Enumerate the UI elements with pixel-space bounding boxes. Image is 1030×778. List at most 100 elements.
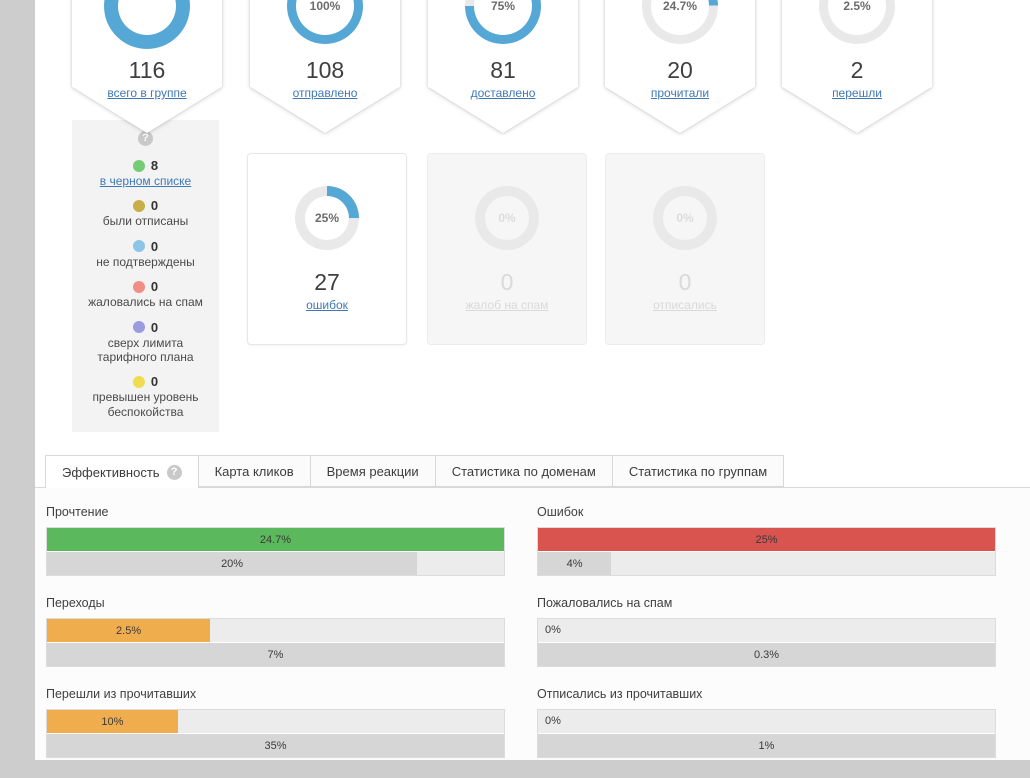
metric-title: Ошибок — [537, 505, 584, 519]
bar-value: 10% — [101, 715, 124, 728]
metric-clicks: Переходы 2.5% 7% — [46, 596, 505, 667]
spam-link: жалоб на спам — [465, 298, 549, 313]
legend-item-unsubscribed: 0 были отписаны — [78, 198, 213, 228]
metric-title: Пожаловались на спам — [537, 596, 673, 610]
tab-label: Эффективность — [62, 464, 160, 480]
bar-value: 24.7% — [259, 533, 292, 546]
group-breakdown-panel: ? 8 в черном списке 0 были отписаны 0 не… — [72, 120, 219, 432]
clicks-average-bar: 7% — [47, 642, 504, 666]
blacklist-link[interactable]: в черном списке — [99, 174, 192, 188]
metrics-left-column: Прочтение 24.7% 20% Переходы 2.5% 7% Пер… — [46, 505, 505, 778]
legend-label: жаловались на спам — [88, 295, 203, 310]
read-donut-percent: 24.7% — [662, 0, 698, 13]
errors-card: 25% 27 ошибок — [247, 153, 407, 345]
bar-value: 4% — [566, 557, 583, 570]
spam-value-bar: 0% — [538, 619, 995, 642]
metric-title: Перешли из прочитавших — [46, 687, 197, 701]
bar-value: 0% — [545, 715, 561, 727]
help-icon[interactable]: ? — [166, 464, 182, 480]
delivered-link[interactable]: доставлено — [470, 86, 536, 101]
bar-value: 20% — [221, 557, 244, 570]
bar-value: 0% — [545, 624, 561, 636]
legend-label: были отписаны — [102, 214, 189, 229]
unsubscribed-value: 0 — [678, 269, 692, 295]
read-value: 20 — [667, 57, 693, 83]
legend-item-over-limit: 0 сверх лимита тарифного плана — [78, 320, 213, 365]
tab-domain-stats[interactable]: Статистика по доменам — [434, 455, 613, 487]
errors-value: 27 — [314, 269, 340, 295]
summary-card-delivered: 75% 81 доставлено — [428, 0, 578, 133]
legend-label: превышен уровень беспокойства — [92, 390, 199, 419]
tab-label: Карта кликов — [214, 463, 294, 479]
help-icon[interactable]: ? — [138, 130, 153, 146]
metric-spam-complaints: Пожаловались на спам 0% 0.3% — [537, 596, 996, 667]
unsubscribed-link: отписались — [653, 298, 717, 313]
bar-value: 1% — [758, 739, 775, 752]
total-donut-chart — [104, 0, 190, 49]
clicks-value-bar: 2.5% — [47, 619, 504, 642]
spam-complaints-card: 0% 0 жалоб на спам — [427, 153, 587, 345]
delivered-donut-chart: 75% — [465, 0, 541, 44]
tab-label: Статистика по группам — [628, 463, 768, 479]
clicked-donut-chart: 2.5% — [819, 0, 895, 44]
anxiety-dot-icon — [132, 375, 145, 388]
tab-reaction-time[interactable]: Время реакции — [309, 455, 436, 487]
metric-title: Переходы — [46, 596, 105, 610]
unsubscribed-value-bar: 0% — [538, 710, 995, 733]
read-donut-chart: 24.7% — [642, 0, 718, 44]
total-value: 116 — [128, 57, 166, 83]
total-in-group-link[interactable]: всего в группе — [107, 86, 187, 101]
legend-value: 8 — [150, 158, 159, 173]
bar-value: 0.3% — [753, 648, 780, 661]
clicked-value: 2 — [850, 57, 864, 83]
tab-effectiveness[interactable]: Эффективность ? — [45, 455, 199, 488]
unconfirmed-dot-icon — [132, 240, 145, 253]
metric-title: Прочтение — [46, 505, 109, 519]
legend-value: 0 — [150, 279, 159, 295]
unsubscribed-card: 0% 0 отписались — [605, 153, 765, 345]
errors-link[interactable]: ошибок — [306, 298, 348, 313]
tab-group-stats[interactable]: Статистика по группам — [611, 455, 785, 487]
unsubscribed-donut-percent: 0% — [676, 211, 694, 225]
errors-donut-chart: 25% — [295, 186, 359, 250]
metric-reads: Прочтение 24.7% 20% — [46, 505, 505, 576]
tab-divider — [35, 487, 1030, 488]
legend-value: 0 — [150, 238, 159, 254]
legend-item-spam-complaints: 0 жаловались на спам — [78, 279, 213, 309]
legend-item-unconfirmed: 0 не подтверждены — [78, 239, 213, 269]
sent-donut-percent: 100% — [309, 0, 341, 13]
spam-dot-icon — [132, 280, 145, 293]
bar-value: 7% — [267, 648, 284, 661]
summary-card-total: 116 всего в группе — [72, 0, 222, 133]
legend-item-blacklist: 8 в черном списке — [78, 158, 213, 188]
tab-click-map[interactable]: Карта кликов — [197, 455, 311, 487]
metrics-right-column: Ошибок 25% 4% Пожаловались на спам 0% 0.… — [537, 505, 996, 778]
summary-card-read: 24.7% 20 прочитали — [605, 0, 755, 133]
delivered-donut-percent: 75% — [490, 0, 516, 13]
metric-errors: Ошибок 25% 4% — [537, 505, 996, 576]
unsubscribed-dot-icon — [132, 199, 145, 212]
sent-link[interactable]: отправлено — [292, 86, 358, 101]
bar-value: 35% — [264, 739, 287, 752]
legend-value: 0 — [150, 374, 159, 390]
metric-clicks-from-reads: Перешли из прочитавших 10% 35% — [46, 687, 505, 758]
tab-label: Статистика по доменам — [451, 463, 596, 479]
bar-value: 25% — [755, 533, 778, 546]
bar-value: 2.5% — [116, 624, 142, 637]
read-link[interactable]: прочитали — [650, 86, 710, 101]
spam-average-bar: 0.3% — [538, 642, 995, 666]
blacklist-dot-icon — [132, 159, 145, 172]
spam-donut-percent: 0% — [498, 211, 516, 225]
reads-value-bar: 24.7% — [47, 528, 504, 551]
legend-value: 0 — [150, 319, 159, 335]
metric-title: Отписались из прочитавших — [537, 687, 703, 701]
spam-donut-chart: 0% — [475, 186, 539, 250]
clicked-link[interactable]: перешли — [832, 86, 882, 101]
legend-label: не подтверждены — [96, 254, 195, 269]
legend-label: сверх лимита тарифного плана — [97, 335, 194, 364]
errors-donut-percent: 25% — [314, 211, 340, 225]
summary-card-sent: 100% 108 отправлено — [250, 0, 400, 133]
metric-unsubscribed-from-reads: Отписались из прочитавших 0% 1% — [537, 687, 996, 758]
stats-tabs: Эффективность ? Карта кликов Время реакц… — [45, 455, 785, 488]
tab-label: Время реакции — [326, 463, 419, 479]
